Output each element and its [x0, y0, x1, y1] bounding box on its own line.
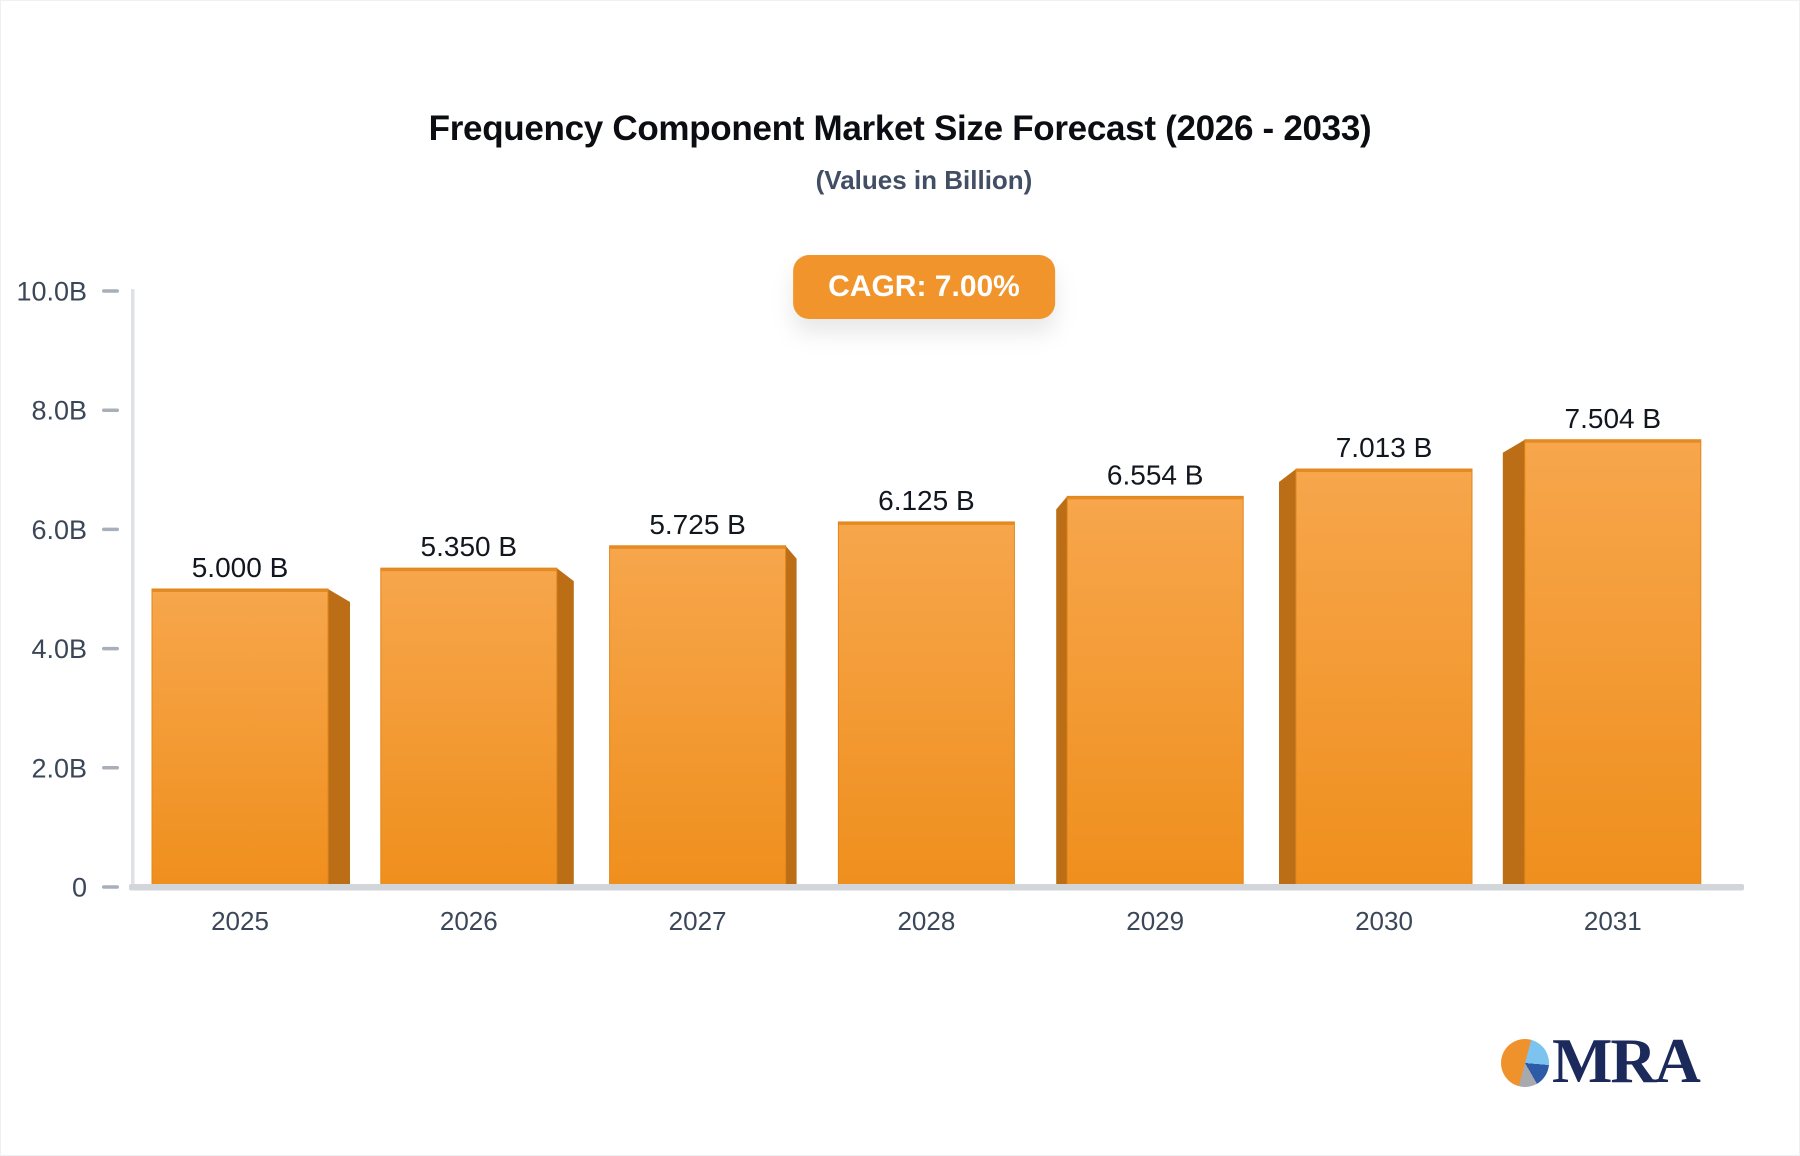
bar-front-face	[609, 545, 787, 888]
bar-front-face	[837, 521, 1015, 888]
bar-front-face	[1066, 495, 1244, 888]
bar-front-face	[1524, 439, 1702, 888]
brand-logo: MRA	[1501, 1025, 1701, 1096]
x-axis-label: 2027	[669, 906, 727, 936]
bar-group-2029: 6.554 B 2029	[1056, 459, 1244, 936]
bar-side-face	[328, 589, 350, 887]
y-axis-line	[131, 289, 135, 887]
y-tick-mark	[102, 646, 119, 651]
y-tick-label: 6.0B	[31, 515, 87, 545]
bar-top-edge	[609, 545, 786, 549]
bar-front-face	[1295, 468, 1473, 888]
bar-side-face	[1056, 496, 1068, 887]
bar-group-2031: 7.504 B 2031	[1502, 403, 1702, 936]
bar-value-label: 5.000 B	[192, 552, 289, 583]
bar-value-label: 7.013 B	[1336, 432, 1433, 463]
y-tick-mark	[102, 408, 119, 412]
y-tick-label: 10.0B	[16, 277, 87, 307]
bar-top-edge	[838, 521, 1015, 525]
bar-group-2028: 6.125 B 2028	[837, 485, 1015, 936]
bar-side-face	[785, 545, 797, 887]
x-axis-label: 2026	[440, 906, 498, 936]
y-tick-mark	[102, 885, 119, 889]
bar-value-label: 7.504 B	[1565, 403, 1662, 434]
y-tick-label: 0	[72, 873, 87, 903]
y-tick-mark	[102, 289, 119, 293]
x-axis-label: 2028	[897, 906, 955, 936]
bar-front-face	[380, 567, 558, 888]
chart-title: Frequency Component Market Size Forecast…	[428, 109, 1372, 148]
bar-side-face	[1279, 469, 1296, 887]
brand-text: MRA	[1552, 1025, 1701, 1096]
x-axis-label: 2029	[1126, 906, 1184, 936]
x-axis-label: 2031	[1584, 906, 1642, 936]
bar-value-label: 5.725 B	[649, 509, 746, 540]
y-tick-mark	[102, 766, 119, 770]
bar-value-label: 5.350 B	[421, 531, 518, 562]
y-tick-label: 2.0B	[31, 753, 87, 783]
bar-value-label: 6.125 B	[878, 485, 975, 516]
bar-group-2027: 5.725 B 2027	[609, 509, 797, 936]
y-tick-label: 8.0B	[31, 396, 87, 426]
bar-top-edge	[1067, 496, 1244, 500]
x-axis-label: 2025	[211, 906, 269, 936]
pie-chart-icon	[1501, 1039, 1549, 1087]
y-tick-mark	[102, 527, 119, 532]
y-tick-label: 4.0B	[31, 634, 87, 664]
bar-side-face	[1502, 439, 1525, 887]
chart-subtitle: (Values in Billion)	[815, 165, 1033, 195]
bar-top-edge	[1296, 469, 1472, 473]
bar-front-face	[151, 588, 329, 888]
x-axis-baseline	[129, 884, 1744, 891]
cagr-badge: CAGR: 7.00%	[793, 255, 1055, 319]
bar-group-2030: 7.013 B 2030	[1279, 432, 1473, 936]
bar-side-face	[556, 568, 574, 887]
bar-top-edge	[380, 568, 557, 572]
bar-group-2025: 5.000 B 2025	[151, 552, 350, 936]
bar-top-edge	[1524, 439, 1701, 443]
bar-value-label: 6.554 B	[1107, 459, 1204, 490]
bar-group-2026: 5.350 B 2026	[380, 531, 574, 936]
x-axis-label: 2030	[1355, 906, 1413, 936]
bar-top-edge	[152, 589, 328, 592]
